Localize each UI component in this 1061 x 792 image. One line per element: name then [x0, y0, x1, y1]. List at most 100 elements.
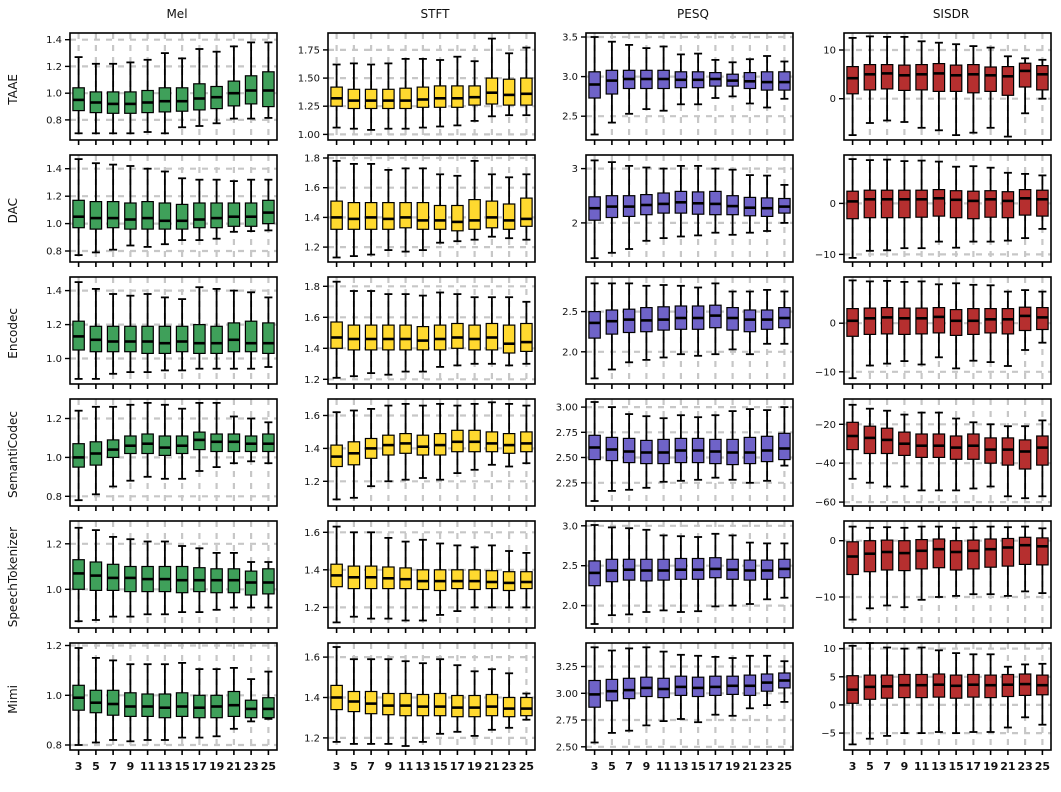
svg-text:21: 21	[226, 760, 241, 773]
boxplot-canvas: 0.8 1.0 1.2 1.4	[46, 154, 278, 267]
boxplot-canvas: 0 10	[823, 32, 1052, 145]
subplot-semanticodec-sisdr: −60 −40 −20	[800, 394, 1058, 516]
boxplot-canvas: 0.8 1.0 1.2 3 5 7 9 11 13 15 17 19 21 23 25	[46, 641, 278, 773]
boxplot-canvas: 0.8 1.0 1.2 1.4	[46, 32, 278, 145]
boxplot-canvas: 1.0 1.2 1.4	[46, 276, 278, 389]
subplot-semanticodec-stft: 1.2 1.4 1.6	[284, 394, 542, 516]
svg-text:1.4: 1.4	[304, 213, 320, 224]
subplot-encodec-stft: 1.2 1.4 1.6 1.8	[284, 272, 542, 394]
svg-text:25: 25	[1035, 760, 1050, 773]
svg-text:17: 17	[708, 760, 723, 773]
boxplot-canvas: 1.2 1.4 1.6	[304, 398, 536, 511]
boxplot-canvas: 2.5 3.0 3.5	[562, 32, 794, 145]
boxplot-canvas: 2.0 2.5 3.0	[562, 520, 794, 633]
svg-text:1.4: 1.4	[46, 164, 62, 175]
svg-text:7: 7	[883, 760, 891, 773]
svg-text:1.0: 1.0	[46, 219, 62, 230]
svg-text:17: 17	[966, 760, 981, 773]
subplot-taae-mel: 0.8 1.0 1.2 1.4	[26, 28, 284, 150]
row-label-speechtokenizer: SpeechTokenizer	[6, 526, 20, 628]
svg-text:5: 5	[350, 760, 358, 773]
svg-text:1.6: 1.6	[304, 411, 320, 422]
subplot-taae-sisdr: 0 10	[800, 28, 1058, 150]
subplot-speechtokenizer-stft: 1.2 1.4 1.6	[284, 516, 542, 638]
row-label-semanticodec: SemantiCodec	[6, 411, 20, 499]
svg-text:15: 15	[948, 760, 963, 773]
svg-text:1.4: 1.4	[304, 344, 320, 355]
subplot-dac-stft: 1.2 1.4 1.6 1.8	[284, 150, 542, 272]
svg-text:0: 0	[830, 319, 836, 330]
subplot-mimi-sisdr: −5 0 5 10 3 5 7 9 11 13 15 17 19 21 23 25	[800, 638, 1058, 788]
row-speechtokenizer: SpeechTokenizer 1.0 1.2 1.2 1.4 1.6 2.0 2.5 3…	[0, 516, 1061, 638]
svg-text:1.8: 1.8	[304, 282, 320, 293]
svg-text:2.5: 2.5	[562, 561, 578, 572]
svg-text:7: 7	[625, 760, 633, 773]
svg-text:1.4: 1.4	[46, 286, 62, 297]
svg-text:0: 0	[830, 536, 836, 547]
svg-text:0: 0	[830, 94, 836, 105]
svg-text:−10: −10	[815, 367, 836, 378]
svg-text:21: 21	[484, 760, 499, 773]
svg-text:1.2: 1.2	[46, 641, 62, 652]
column-title-sisdr: SISDR	[932, 7, 970, 21]
svg-text:1.50: 1.50	[298, 74, 320, 85]
svg-text:2.75: 2.75	[556, 428, 578, 439]
svg-text:15: 15	[432, 760, 447, 773]
svg-text:10: 10	[823, 644, 836, 655]
column-title-row: Mel STFT PESQ SISDR	[0, 0, 1061, 28]
svg-text:0: 0	[830, 700, 836, 711]
svg-text:19: 19	[983, 760, 998, 773]
subplot-speechtokenizer-sisdr: −10 0	[800, 516, 1058, 638]
svg-text:9: 9	[385, 760, 393, 773]
svg-text:9: 9	[127, 760, 135, 773]
svg-text:25: 25	[261, 760, 276, 773]
row-taae: TAAE 0.8 1.0 1.2 1.4 1.00 1.25 1.50 1.75 2.5 3.…	[0, 28, 1061, 150]
svg-text:1.2: 1.2	[46, 62, 62, 73]
svg-text:1.2: 1.2	[304, 477, 320, 488]
boxplot-canvas: 1.2 1.4 1.6 3 5 7 9 11 13 15 17 19 21 23 25	[304, 642, 536, 773]
column-title-stft: STFT	[420, 7, 450, 21]
row-label-taae: TAAE	[6, 73, 20, 105]
boxplot-canvas: 2.50 2.75 3.00 3.25 3 5 7 9 11 13 15 17 19 21 23 25	[556, 642, 794, 773]
row-semanticodec: SemantiCodec 0.8 1.0 1.2 1.2 1.4 1.6 2.25 2.5…	[0, 394, 1061, 516]
svg-text:17: 17	[450, 760, 465, 773]
svg-text:2: 2	[572, 218, 578, 229]
subplot-semanticodec-pesq: 2.25 2.50 2.75 3.00	[542, 394, 800, 516]
svg-text:1.0: 1.0	[46, 585, 62, 596]
svg-text:19: 19	[725, 760, 740, 773]
svg-text:3: 3	[591, 760, 599, 773]
svg-text:19: 19	[467, 760, 482, 773]
svg-text:1.4: 1.4	[304, 565, 320, 576]
svg-text:5: 5	[608, 760, 616, 773]
svg-text:0.8: 0.8	[46, 247, 62, 258]
subplot-speechtokenizer-mel: 1.0 1.2	[26, 516, 284, 638]
subplot-encodec-sisdr: −10 0	[800, 272, 1058, 394]
subplot-encodec-mel: 1.0 1.2 1.4	[26, 272, 284, 394]
svg-text:−20: −20	[815, 420, 836, 431]
svg-text:1.6: 1.6	[304, 528, 320, 539]
svg-text:1.0: 1.0	[46, 354, 62, 365]
svg-text:2.50: 2.50	[556, 453, 578, 464]
svg-text:1.4: 1.4	[304, 444, 320, 455]
svg-text:23: 23	[1017, 760, 1032, 773]
svg-text:1.75: 1.75	[298, 45, 320, 56]
svg-text:13: 13	[673, 760, 688, 773]
svg-text:−5: −5	[821, 729, 836, 740]
svg-text:3.0: 3.0	[562, 72, 578, 83]
svg-text:19: 19	[209, 760, 224, 773]
svg-text:0.8: 0.8	[46, 741, 62, 752]
svg-text:3: 3	[849, 760, 857, 773]
svg-text:21: 21	[1000, 760, 1015, 773]
svg-text:1.0: 1.0	[46, 89, 62, 100]
row-label-dac: DAC	[6, 198, 20, 224]
svg-text:1.2: 1.2	[304, 603, 320, 614]
svg-text:0: 0	[830, 199, 836, 210]
svg-text:9: 9	[643, 760, 651, 773]
svg-text:2.5: 2.5	[562, 307, 578, 318]
boxplot-canvas: 1.00 1.25 1.50 1.75	[298, 32, 536, 145]
svg-text:5: 5	[866, 760, 874, 773]
svg-text:17: 17	[192, 760, 207, 773]
subplot-dac-mel: 0.8 1.0 1.2 1.4	[26, 150, 284, 272]
